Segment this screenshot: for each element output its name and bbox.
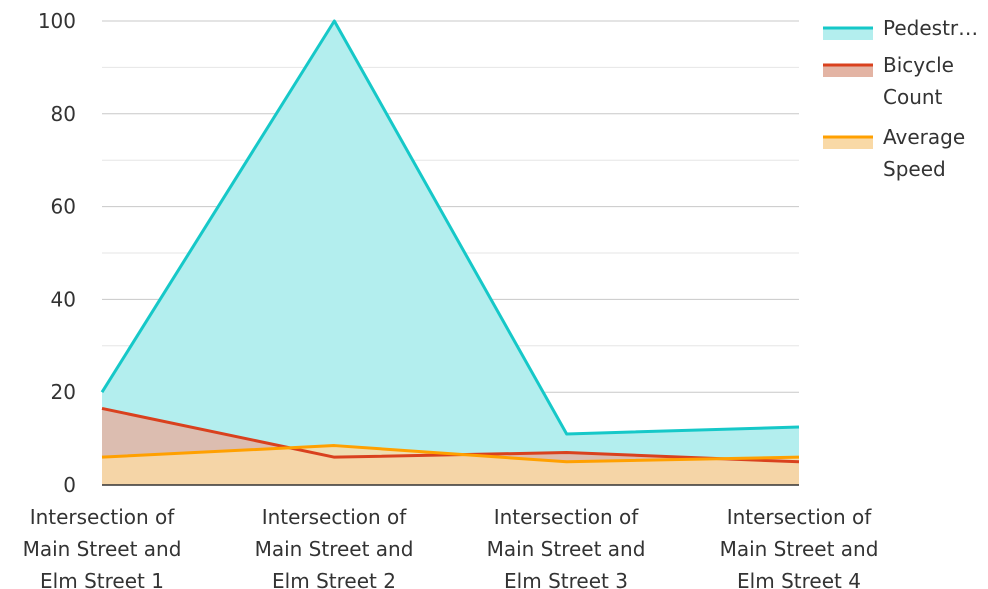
y-tick-label: 80: [51, 102, 76, 126]
legend[interactable]: Pedestr… Bicycle Count Average Speed: [823, 16, 978, 181]
y-tick-label: 0: [63, 473, 76, 497]
x-category-label: Intersection of Main Street and Elm Street…: [720, 505, 879, 589]
x-axis: Intersection of Main Street and Elm Street…: [23, 505, 879, 589]
y-tick-label: 60: [51, 195, 76, 219]
x-category-label: Intersection of Main Street and Elm Street…: [487, 505, 646, 589]
legend-item-2[interactable]: Bicycle Count: [823, 53, 954, 109]
legend-item-3[interactable]: Average Speed: [823, 125, 965, 181]
legend-item-1[interactable]: Pedestr…: [823, 16, 978, 40]
x-category-label: Intersection of Main Street and Elm Street…: [23, 505, 182, 589]
x-category-label: Intersection of Main Street and Elm Street…: [255, 505, 414, 589]
legend-label: Average Speed: [883, 125, 965, 181]
y-tick-label: 20: [51, 380, 76, 404]
legend-label: Bicycle Count: [883, 53, 954, 109]
legend-swatch-fill: [823, 65, 873, 77]
y-tick-label: 40: [51, 287, 76, 311]
y-tick-label: 100: [38, 9, 76, 33]
y-axis: 0 20 40 60 80 100: [38, 9, 76, 497]
legend-swatch-fill: [823, 137, 873, 149]
legend-label: Pedestr…: [883, 16, 978, 40]
legend-swatch-fill: [823, 28, 873, 40]
